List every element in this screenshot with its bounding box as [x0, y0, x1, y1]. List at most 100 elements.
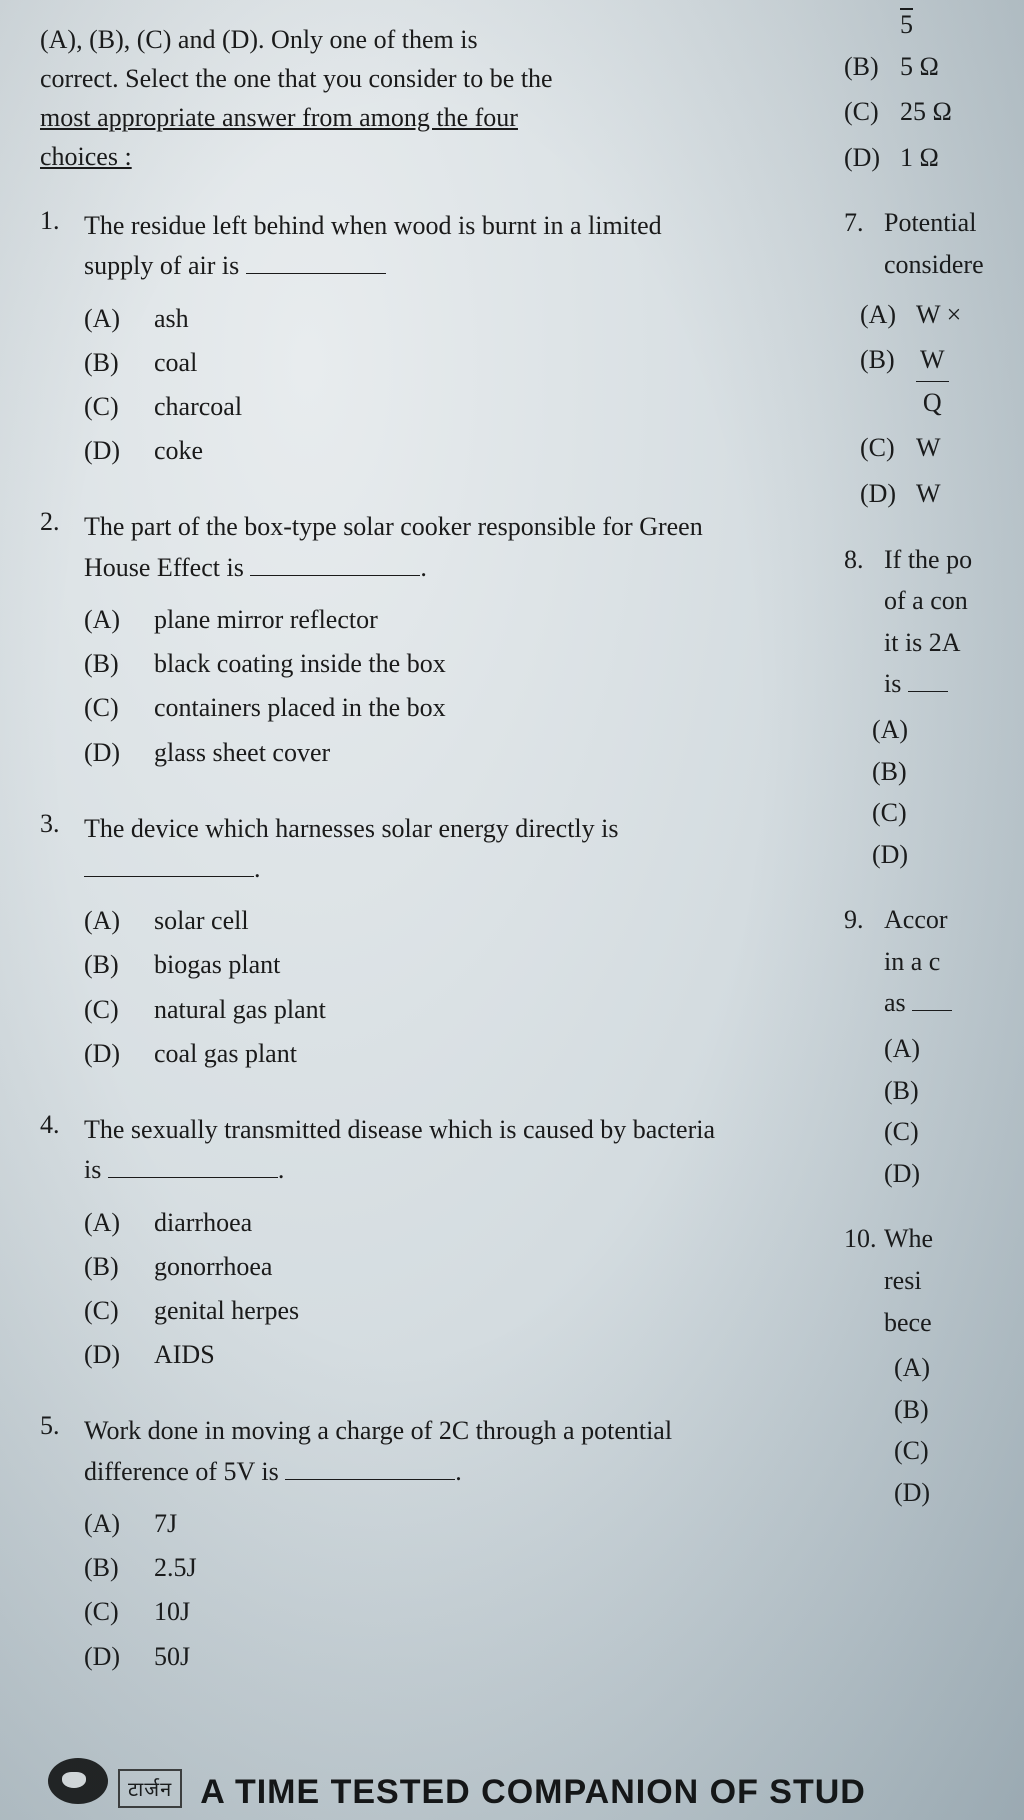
- right-option-letter: (B): [894, 1389, 1024, 1431]
- right-option-letter: (C): [894, 1430, 1024, 1472]
- option-row[interactable]: (C)10J: [84, 1590, 720, 1634]
- right-option-row: (C)25 Ω: [844, 91, 1024, 133]
- option-row[interactable]: (D)50J: [84, 1635, 720, 1679]
- option-text: biogas plant: [154, 943, 720, 987]
- option-text: 10J: [154, 1590, 720, 1634]
- option-letter: (D): [84, 429, 154, 473]
- right-option-row: (B)WQ: [860, 339, 1024, 423]
- option-row[interactable]: (B)coal: [84, 341, 720, 385]
- options-list: (A)7J(B)2.5J(C)10J(D)50J: [84, 1502, 720, 1679]
- option-row[interactable]: (B)gonorrhoea: [84, 1245, 720, 1289]
- option-text: natural gas plant: [154, 988, 720, 1032]
- footer-slogan: A TIME TESTED COMPANION OF STUD: [200, 1773, 866, 1812]
- option-row[interactable]: (D)coke: [84, 429, 720, 473]
- option-row[interactable]: (D)glass sheet cover: [84, 731, 720, 775]
- option-letter: (B): [84, 1245, 154, 1289]
- q7-row: 7. Potential considere: [844, 202, 1024, 285]
- right-text-line: resi: [884, 1260, 933, 1302]
- option-letter: (C): [84, 1289, 154, 1333]
- page-surface: (A), (B), (C) and (D). Only one of them …: [0, 0, 1024, 1820]
- option-row[interactable]: (A)ash: [84, 297, 720, 341]
- right-option-row: (B)5 Ω: [844, 46, 1024, 88]
- option-text: 7J: [154, 1502, 720, 1546]
- question-5: 5.Work done in moving a charge of 2C thr…: [40, 1411, 720, 1678]
- option-row[interactable]: (A)plane mirror reflector: [84, 598, 720, 642]
- right-text-line: bece: [884, 1302, 933, 1344]
- option-letter: (B): [84, 1546, 154, 1590]
- right-option-letter: (A): [894, 1347, 1024, 1389]
- question-3: 3.The device which harnesses solar energ…: [40, 809, 720, 1076]
- instr-line4: choices :: [40, 142, 132, 171]
- right-text-line: is: [884, 663, 972, 705]
- right-option-letter: (D): [894, 1472, 1024, 1514]
- option-row[interactable]: (B)black coating inside the box: [84, 642, 720, 686]
- option-row[interactable]: (A)diarrhoea: [84, 1201, 720, 1245]
- right-option-letter: (B): [872, 751, 1024, 793]
- right-text-line: Accor: [884, 899, 952, 941]
- q7-text2: considere: [884, 244, 984, 286]
- option-text: charcoal: [154, 385, 720, 429]
- right-text-line: as: [884, 982, 952, 1024]
- question-number: 2.: [40, 507, 84, 537]
- option-row[interactable]: (C)natural gas plant: [84, 988, 720, 1032]
- right-option-letter: (C): [872, 792, 1024, 834]
- question-text: Work done in moving a charge of 2C throu…: [84, 1411, 720, 1492]
- options-list: (A)diarrhoea(B)gonorrhoea(C)genital herp…: [84, 1201, 720, 1378]
- option-letter: (D): [84, 1635, 154, 1679]
- q8-num: 8.: [844, 539, 884, 705]
- q10-num: 10.: [844, 1218, 884, 1343]
- right-text-line: in a c: [884, 941, 952, 983]
- instr-line2: correct. Select the one that you conside…: [40, 64, 553, 93]
- logo-text: टार्जन: [118, 1769, 182, 1808]
- right-option-row: (A)W ×: [860, 294, 1024, 336]
- option-row[interactable]: (D)coal gas plant: [84, 1032, 720, 1076]
- option-row[interactable]: (D)AIDS: [84, 1333, 720, 1377]
- question-text: The device which harnesses solar energy …: [84, 809, 720, 890]
- right-column: 5 (B)5 Ω(C)25 Ω(D)1 Ω 7. Potential consi…: [844, 0, 1024, 1514]
- options-list: (A)ash(B)coal(C)charcoal(D)coke: [84, 297, 720, 474]
- option-letter: (D): [84, 1333, 154, 1377]
- option-text: coal: [154, 341, 720, 385]
- option-letter: (A): [84, 1502, 154, 1546]
- question-number: 1.: [40, 206, 84, 236]
- right-text-line: Whe: [884, 1218, 933, 1260]
- option-row[interactable]: (C)genital herpes: [84, 1289, 720, 1333]
- instr-line1: (A), (B), (C) and (D). Only one of them …: [40, 25, 478, 54]
- blank-line: [246, 248, 386, 274]
- q7-text1: Potential: [884, 202, 984, 244]
- right-option-letter: (B): [884, 1070, 1024, 1112]
- right-text-line: of a con: [884, 580, 972, 622]
- option-row[interactable]: (A)7J: [84, 1502, 720, 1546]
- option-letter: (A): [84, 1201, 154, 1245]
- question-number: 3.: [40, 809, 84, 839]
- option-text: AIDS: [154, 1333, 720, 1377]
- question-text: The sexually transmitted disease which i…: [84, 1110, 720, 1191]
- right-option-letter: (D): [872, 834, 1024, 876]
- option-row[interactable]: (C)containers placed in the box: [84, 686, 720, 730]
- question-1: 1.The residue left behind when wood is b…: [40, 206, 720, 473]
- right-option-letter: (C): [884, 1111, 1024, 1153]
- option-text: genital herpes: [154, 1289, 720, 1333]
- option-row[interactable]: (C)charcoal: [84, 385, 720, 429]
- option-letter: (A): [84, 899, 154, 943]
- question-2: 2.The part of the box-type solar cooker …: [40, 507, 720, 774]
- option-text: gonorrhoea: [154, 1245, 720, 1289]
- option-text: plane mirror reflector: [154, 598, 720, 642]
- question-number: 5.: [40, 1411, 84, 1441]
- option-row[interactable]: (B)biogas plant: [84, 943, 720, 987]
- option-row[interactable]: (A)solar cell: [84, 899, 720, 943]
- q9-row: 9. Accorin a cas: [844, 899, 1024, 1024]
- option-letter: (B): [84, 943, 154, 987]
- option-text: 50J: [154, 1635, 720, 1679]
- option-row[interactable]: (B)2.5J: [84, 1546, 720, 1590]
- option-text: diarrhoea: [154, 1201, 720, 1245]
- q8-row: 8. If the poof a conit is 2Ais: [844, 539, 1024, 705]
- right-option-row: (D)W: [860, 473, 1024, 515]
- blank-line: [84, 851, 254, 877]
- logo-icon: [48, 1758, 108, 1804]
- blank-line: [285, 1454, 455, 1480]
- question-4: 4.The sexually transmitted disease which…: [40, 1110, 720, 1377]
- option-letter: (C): [84, 1590, 154, 1634]
- right-option-letter: (A): [872, 709, 1024, 751]
- q7-num: 7.: [844, 202, 884, 285]
